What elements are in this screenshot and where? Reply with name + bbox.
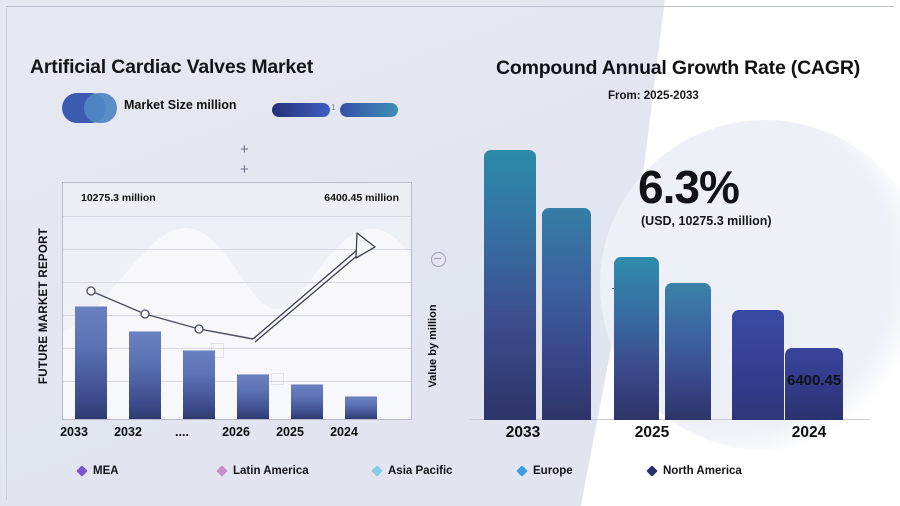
rbar-2025-primary xyxy=(614,257,659,420)
cagr-value: 6.3% xyxy=(638,161,740,213)
bar-2025 xyxy=(291,384,323,419)
legend-swatch-icon xyxy=(76,465,88,477)
bar-2032 xyxy=(129,331,161,419)
growth-arrow-icon xyxy=(252,232,376,343)
bar-2024 xyxy=(345,396,377,419)
legend-item-mea[interactable]: MEA xyxy=(76,465,119,477)
legend-label: Latin America xyxy=(233,465,309,477)
rbar-2033-primary xyxy=(484,150,536,420)
right-bar-chart-plot xyxy=(470,120,870,420)
x-label-2033: 2033 xyxy=(60,425,88,439)
x-label-2025: 2025 xyxy=(276,425,304,439)
y-axis-label-right: Value by million xyxy=(427,304,439,388)
legend-item-latin-america[interactable]: Latin America xyxy=(216,465,309,477)
right-x-label-2025: 2025 xyxy=(634,424,670,441)
page-title: Artificial Cardiac Valves Market xyxy=(30,56,313,78)
x-label-dots: .... xyxy=(175,425,189,439)
rbar-2033-secondary xyxy=(542,208,591,420)
y-axis-label-left: FUTURE MARKET REPORT xyxy=(38,227,50,385)
annotation-value-start: 10275.3 million xyxy=(81,192,156,204)
legend-label: North America xyxy=(663,465,742,477)
chart-legend: MEA Latin America Asia Pacific Europe No… xyxy=(76,465,798,487)
rbar-2025-secondary xyxy=(665,283,711,420)
legend-swatch-icon xyxy=(646,465,658,477)
bar-dots xyxy=(183,350,215,419)
right-x-label-2024: 2024 xyxy=(791,424,827,441)
legend-swatch-icon xyxy=(371,465,383,477)
x-label-2026: 2026 xyxy=(222,425,250,439)
legend-label: Asia Pacific xyxy=(388,465,453,477)
watermark-icon xyxy=(271,373,284,385)
legend-item-europe[interactable]: Europe xyxy=(516,465,573,477)
trend-line-overlay xyxy=(86,232,376,343)
legend-item-north-america[interactable]: North America xyxy=(646,465,742,477)
bar-2026 xyxy=(237,374,269,419)
cagr-title: Compound Annual Growth Rate (CAGR) xyxy=(495,57,861,79)
cagr-subtitle: From: 2025-2033 xyxy=(608,90,699,102)
legend-item-asia-pacific[interactable]: Asia Pacific xyxy=(371,465,453,477)
legend-pill-secondary xyxy=(340,103,398,117)
bar-2033 xyxy=(75,306,107,419)
plus-marker-icon: + xyxy=(240,161,249,178)
left-bar-chart-plot: 10275.3 million 6400.45 million xyxy=(62,182,412,420)
x-label-2032: 2032 xyxy=(114,425,142,439)
rbar-2024-secondary xyxy=(785,348,843,420)
annotation-value-end: 6400.45 million xyxy=(324,192,399,204)
plus-marker-icon: + xyxy=(240,141,249,158)
market-size-legend-label: Market Size million xyxy=(124,98,237,112)
legend-label: Europe xyxy=(533,465,573,477)
legend-label: MEA xyxy=(93,465,119,477)
cagr-note: (USD, 10275.3 million) xyxy=(641,214,772,228)
legend-pill-primary xyxy=(272,103,330,117)
rbar-2024-primary xyxy=(732,310,784,420)
circle-minus-icon xyxy=(431,252,446,267)
right-x-label-2033: 2033 xyxy=(505,424,541,441)
legend-pill-separator: 1 xyxy=(331,103,336,112)
market-size-badge-icon xyxy=(62,93,117,123)
value-label-6400: 6400.45 xyxy=(787,372,842,389)
x-label-2024: 2024 xyxy=(330,425,358,439)
legend-swatch-icon xyxy=(216,465,228,477)
legend-swatch-icon xyxy=(516,465,528,477)
